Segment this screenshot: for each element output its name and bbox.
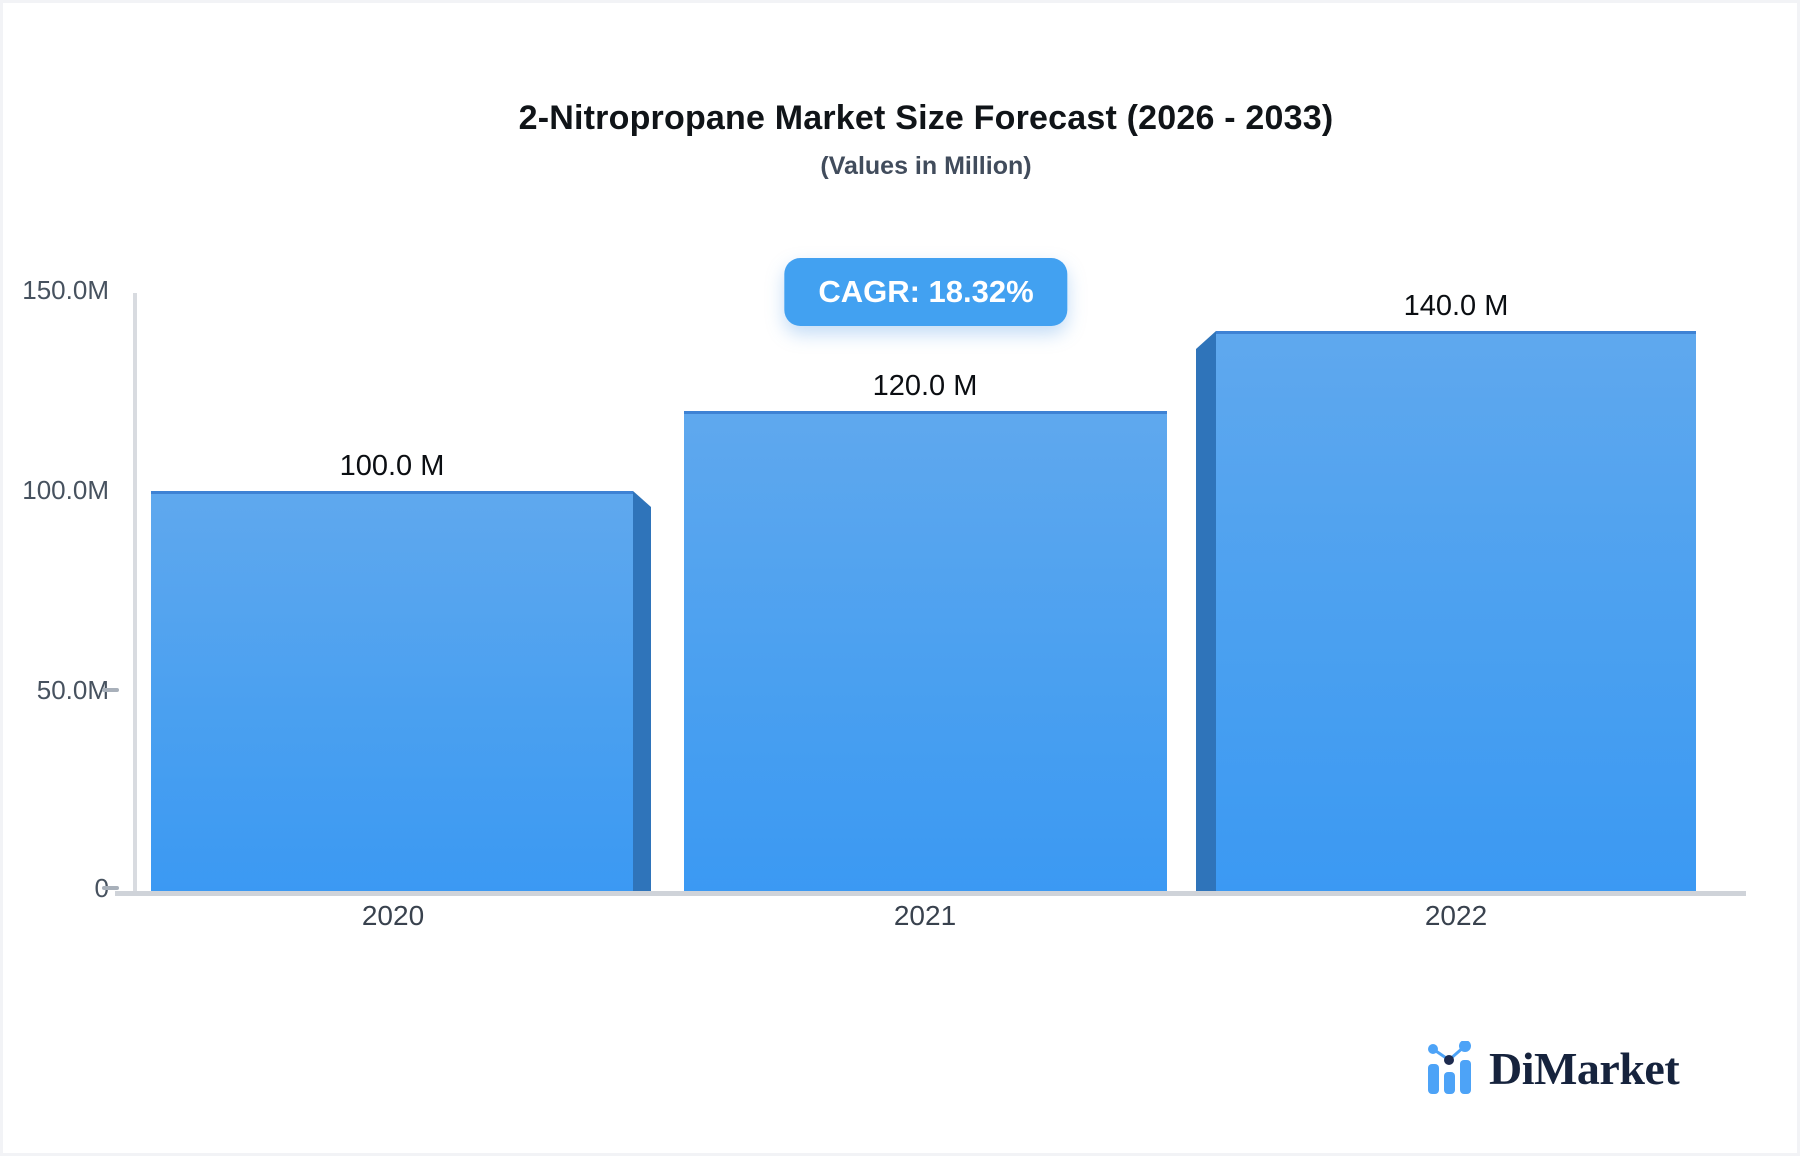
chart-subtitle: (Values in Million) xyxy=(820,152,1032,180)
chart-title: 2-Nitropropane Market Size Forecast (202… xyxy=(518,99,1334,137)
y-axis-tick-50m xyxy=(102,688,119,692)
bar-2021-value-label: 120.0 M xyxy=(872,370,978,402)
bar-2022-side-face xyxy=(1196,331,1216,891)
bar-2020 xyxy=(151,491,633,891)
brand-logo: DiMarket xyxy=(1427,1041,1680,1097)
bar-2020-value-label: 100.0 M xyxy=(339,450,445,482)
dimarket-logo-icon xyxy=(1427,1041,1481,1097)
y-tick-label-100m: 100.0M xyxy=(22,475,109,505)
bar-2022-value-label: 140.0 M xyxy=(1403,290,1509,322)
brand-logo-text: DiMarket xyxy=(1489,1043,1680,1094)
y-axis-line xyxy=(133,293,137,895)
x-tick-label-2020: 2020 xyxy=(361,900,425,931)
bar-2021 xyxy=(684,411,1167,891)
x-axis-line xyxy=(115,891,1746,896)
cagr-badge: CAGR: 18.32% xyxy=(784,258,1068,326)
bar-2022 xyxy=(1216,331,1696,891)
y-axis-tick-0 xyxy=(102,886,119,890)
x-tick-label-2022: 2022 xyxy=(1424,900,1488,931)
y-tick-label-150m: 150.0M xyxy=(22,275,109,305)
y-tick-label-50m: 50.0M xyxy=(36,675,109,705)
bar-2020-side-face xyxy=(633,491,651,891)
x-tick-label-2021: 2021 xyxy=(893,900,957,931)
y-tick-label-0: 0 xyxy=(3,873,109,903)
